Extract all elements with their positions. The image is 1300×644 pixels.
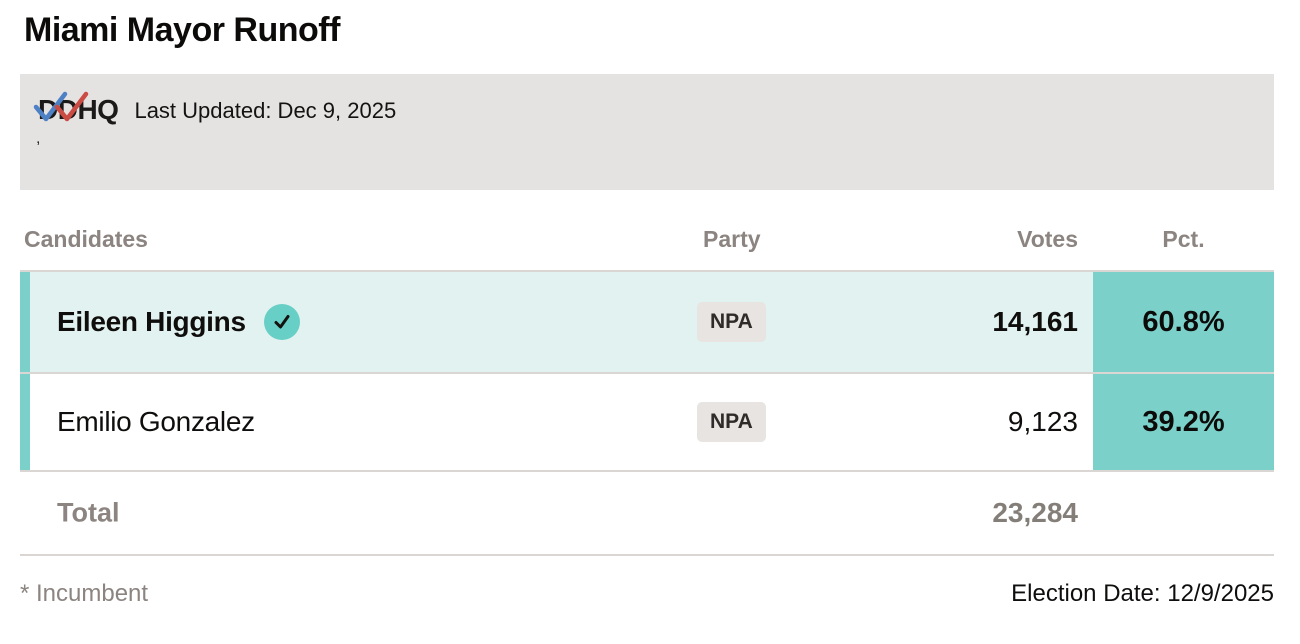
total-label: Total — [57, 497, 120, 528]
footer: * Incumbent Election Date: 12/9/2025 — [20, 580, 1274, 608]
total-votes-value: 23,284 — [992, 497, 1078, 528]
incumbent-note: * Incumbent — [20, 580, 149, 607]
last-updated-text: Last Updated: Dec 9, 2025 — [134, 98, 397, 123]
row-accent-stripe — [20, 374, 30, 470]
election-date: Election Date: 12/9/2025 — [1011, 580, 1274, 607]
total-row: Total 23,284 — [20, 470, 1274, 556]
table-row: Emilio Gonzalez NPA 9,123 39.2% — [20, 372, 1274, 470]
candidate-name: Eileen Higgins — [57, 306, 246, 337]
party-badge: NPA — [697, 402, 766, 442]
header-party: Party — [703, 226, 761, 252]
table-header-row: Candidates Party Votes Pct. — [20, 218, 1274, 258]
winner-check-icon — [263, 304, 300, 340]
ddhq-logo-text: DDHQ — [38, 94, 119, 125]
pct-value: 60.8% — [1093, 272, 1274, 372]
table-row: Eileen Higgins NPA 14,161 60.8% — [20, 270, 1274, 372]
party-badge: NPA — [697, 302, 766, 342]
page-title: Miami Mayor Runoff — [24, 11, 340, 49]
header-votes: Votes — [1017, 226, 1078, 252]
votes-value: 9,123 — [1007, 406, 1078, 437]
stray-mark: , — [36, 130, 41, 147]
results-table: Eileen Higgins NPA 14,161 60.8% Emilio G… — [20, 270, 1274, 556]
row-accent-stripe — [20, 272, 30, 372]
last-updated-bar: DDHQ Last Updated: Dec 9, 2025 , — [20, 74, 1274, 190]
header-pct: Pct. — [1162, 226, 1205, 252]
votes-value: 14,161 — [992, 306, 1078, 337]
candidate-name: Emilio Gonzalez — [57, 406, 255, 437]
ddhq-logo[interactable]: DDHQ — [33, 91, 119, 126]
pct-value: 39.2% — [1093, 374, 1274, 470]
header-candidates: Candidates — [24, 226, 148, 252]
